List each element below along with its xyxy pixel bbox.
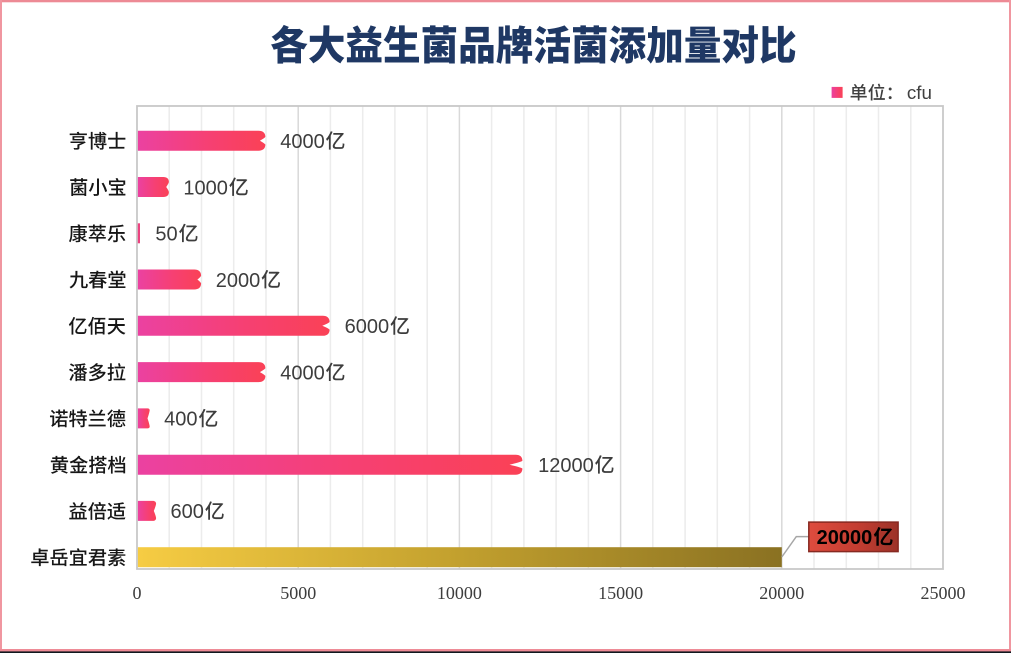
- svg-text:cfu: cfu: [907, 82, 932, 103]
- svg-text:15000: 15000: [598, 583, 643, 603]
- svg-text:10000: 10000: [437, 583, 482, 603]
- svg-text:1000: 1000: [183, 177, 228, 199]
- svg-text:0: 0: [133, 583, 142, 603]
- svg-text:4000: 4000: [280, 131, 325, 153]
- svg-text:2000: 2000: [216, 270, 261, 292]
- svg-text:600: 600: [171, 501, 204, 523]
- svg-text:5000: 5000: [280, 583, 316, 603]
- svg-text:400: 400: [164, 409, 197, 431]
- svg-text:12000: 12000: [538, 455, 594, 477]
- svg-text:4000: 4000: [280, 362, 325, 384]
- svg-text:20000: 20000: [817, 527, 873, 549]
- svg-text:50: 50: [155, 224, 177, 246]
- svg-text:25000: 25000: [921, 583, 966, 603]
- svg-text:6000: 6000: [345, 316, 390, 338]
- svg-text:20000: 20000: [759, 583, 804, 603]
